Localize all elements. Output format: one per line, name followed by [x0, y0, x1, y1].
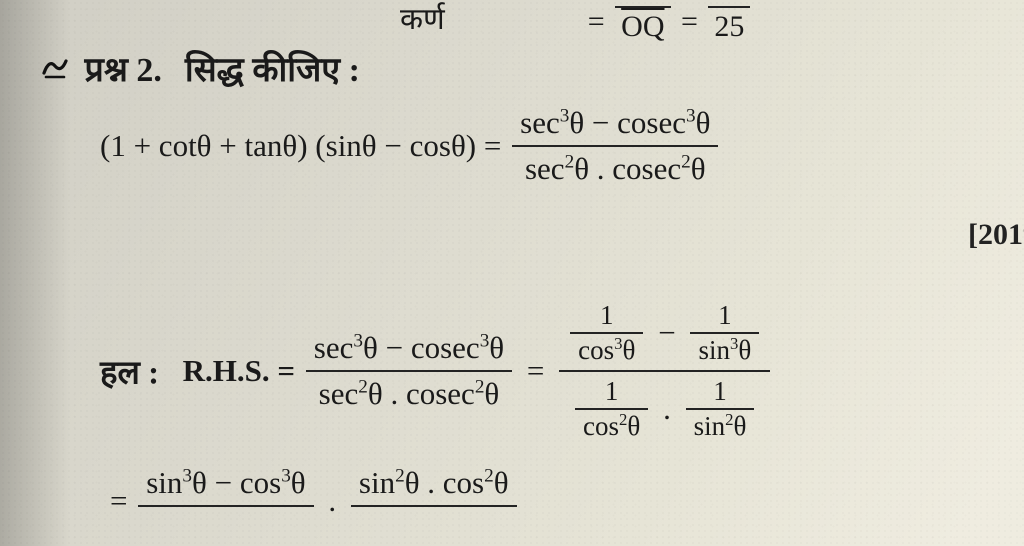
year-text: [2019 [968, 218, 1024, 251]
c2a: sin [359, 465, 395, 500]
nf2n: 1 [690, 300, 759, 332]
sol-eq-2: = [523, 353, 548, 389]
sf1nb: θ − cosec [363, 330, 480, 365]
nf-2: 1 sin3θ [690, 300, 759, 366]
c1c: θ [291, 465, 306, 500]
c2b: θ . cos [405, 465, 484, 500]
c1b: θ − cos [192, 465, 281, 500]
nf2ds: 3 [730, 334, 738, 353]
sf1da-sup: 2 [358, 376, 368, 397]
eq-rnum-a: sec [520, 105, 560, 140]
cont-dot: . [324, 483, 340, 519]
c2as: 2 [395, 465, 405, 486]
question-row: प्रश्न 2. सिद्ध कीजिए : [40, 45, 360, 92]
nf4ds: 2 [725, 410, 733, 429]
header-oq: OQ [621, 10, 664, 43]
rhs-label: R.H.S. = [183, 353, 295, 388]
eq-lhs: (1 + cotθ + tanθ) (sinθ − cosθ) = [100, 128, 501, 163]
continuation-row: = sin3θ − cos3θ . sin2θ . cos2θ [110, 465, 520, 537]
header-eq1: = [588, 5, 605, 38]
cont-frac-1: sin3θ − cos3θ [138, 465, 313, 537]
header-frac-oq: OQ [615, 0, 670, 44]
sup3-b: 3 [686, 105, 696, 126]
sf1db-sup: 2 [475, 376, 485, 397]
nf1ds: 3 [614, 334, 622, 353]
c2bs: 2 [484, 465, 494, 486]
sf1nb-sup: 3 [480, 330, 490, 351]
solution-hal: हल : [100, 356, 159, 392]
cont-eq: = [110, 483, 127, 518]
sup2-a: 2 [565, 151, 575, 172]
sf1db: θ . cosec [368, 376, 475, 411]
header-25: 25 [708, 6, 750, 44]
header-karn: कर्ण [400, 3, 445, 36]
nf-dot: . [659, 391, 675, 427]
nf4da: sin [694, 411, 726, 441]
sf1dc: θ [484, 376, 499, 411]
cont-frac-2: sin2θ . cos2θ [351, 465, 517, 537]
eq-rden-b: θ . cosec [574, 151, 681, 186]
sol-frac-2: 1 cos3θ − 1 sin3θ 1 cos2θ . 1 sin2θ [559, 300, 770, 442]
nf3da: cos [583, 411, 619, 441]
nf1n: 1 [570, 300, 643, 332]
header-eq2: = [681, 5, 698, 38]
eq-rden-c: θ [691, 151, 706, 186]
sf1nc: θ [489, 330, 504, 365]
eq-rhs-frac: sec3θ − cosec3θ sec2θ . cosec2θ [512, 105, 718, 187]
solution-row: हल : R.H.S. = sec3θ − cosec3θ sec2θ . co… [100, 300, 773, 442]
eq-rnum-b: θ − cosec [569, 105, 686, 140]
sup3-a: 3 [560, 105, 570, 126]
year-bracket: [2019 [968, 218, 1024, 252]
sf1da: sec [319, 376, 359, 411]
c1bs: 3 [281, 465, 291, 486]
nf-3: 1 cos2θ [575, 376, 648, 442]
eq-rnum-c: θ [696, 105, 711, 140]
nf3n: 1 [575, 376, 648, 408]
sup2-b: 2 [681, 151, 691, 172]
nf1da: cos [578, 335, 614, 365]
nf3ds: 2 [619, 410, 627, 429]
nf4n: 1 [686, 376, 755, 408]
header-frac-25: 25 [708, 0, 750, 44]
header-fragment: कर्ण = OQ = 25 [400, 0, 753, 44]
equation-row: (1 + cotθ + tanθ) (sinθ − cosθ) = sec3θ … [100, 105, 721, 187]
nf-1: 1 cos3θ [570, 300, 643, 366]
c1as: 3 [182, 465, 192, 486]
question-label: प्रश्न 2. [85, 52, 162, 89]
c1a: sin [146, 465, 182, 500]
question-prompt: सिद्ध कीजिए : [185, 52, 360, 89]
sf1na-sup: 3 [353, 330, 363, 351]
eq-rden-a: sec [525, 151, 565, 186]
c2c: θ [494, 465, 509, 500]
nf-minus: − [654, 315, 679, 351]
sol-frac-1: sec3θ − cosec3θ sec2θ . cosec2θ [306, 330, 512, 412]
write-icon [40, 53, 70, 92]
nf-4: 1 sin2θ [686, 376, 755, 442]
sf1na: sec [314, 330, 354, 365]
nf2da: sin [698, 335, 730, 365]
